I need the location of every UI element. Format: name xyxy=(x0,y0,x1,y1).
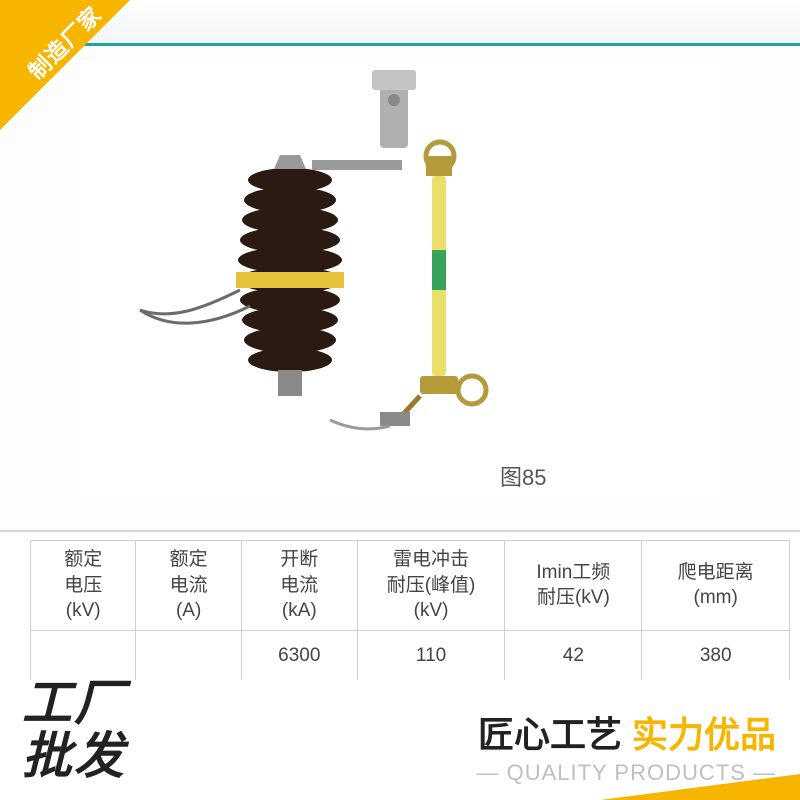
table-row: 630011042380 xyxy=(31,630,790,680)
table-cell xyxy=(31,630,136,680)
bottom-left-text: 工厂 批发 xyxy=(22,677,126,782)
product-figure: 图85 xyxy=(80,60,720,500)
figure-caption: 图85 xyxy=(500,460,546,492)
corner-badge: 制造厂家 xyxy=(0,0,130,130)
table-header-cell: Imin工频耐压(kV) xyxy=(505,541,642,631)
table-header-cell: 开断电流(kA) xyxy=(241,541,357,631)
table-cell xyxy=(136,630,241,680)
page-root: 制造厂家 xyxy=(0,0,800,800)
bottom-overlay: 工厂 批发 匠心工艺 实力优品 — QUALITY PRODUCTS — xyxy=(0,680,800,800)
table-header-row: 额定电压(kV)额定电流(A)开断电流(kA)雷电冲击耐压(峰值)(kV)Imi… xyxy=(31,541,790,631)
lead-wire xyxy=(140,290,250,323)
fuse-tube xyxy=(330,142,486,429)
bottom-accent-stripe xyxy=(600,774,800,800)
bottom-right-plain: 匠心工艺 xyxy=(478,714,632,755)
table-cell: 6300 xyxy=(241,630,357,680)
bottom-right-main: 匠心工艺 实力优品 xyxy=(476,706,776,758)
table-header-cell: 雷电冲击耐压(峰值)(kV) xyxy=(357,541,505,631)
table-header-cell: 额定电流(A) xyxy=(136,541,241,631)
bottom-left-line1: 工厂 xyxy=(22,677,126,730)
table-cell: 110 xyxy=(357,630,505,680)
cross-bracket xyxy=(312,160,402,170)
table-cell: 380 xyxy=(642,630,790,680)
insulator-stack xyxy=(236,155,344,396)
bottom-left-line2: 批发 xyxy=(22,730,126,783)
table-header-cell: 额定电压(kV) xyxy=(31,541,136,631)
bracket-top xyxy=(372,70,416,148)
bottom-right-accent: 实力优品 xyxy=(632,714,776,755)
table-cell: 42 xyxy=(505,630,642,680)
table-header-cell: 爬电距离(mm) xyxy=(642,541,790,631)
